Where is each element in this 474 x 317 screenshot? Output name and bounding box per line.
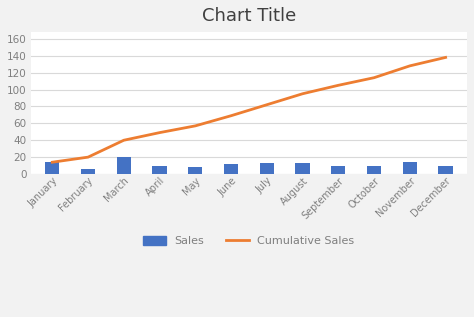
Bar (331, 165, 346, 174)
Legend: Sales, Cumulative Sales: Sales, Cumulative Sales (139, 232, 359, 251)
Bar (438, 165, 453, 174)
Bar (81, 169, 95, 174)
Bar (45, 162, 59, 174)
Bar (188, 167, 202, 174)
Bar (260, 163, 274, 174)
Bar (403, 162, 417, 174)
Bar (117, 157, 131, 174)
Bar (153, 166, 167, 174)
Bar (367, 166, 381, 174)
Title: Chart Title: Chart Title (202, 7, 296, 25)
Bar (295, 163, 310, 174)
Bar (224, 164, 238, 174)
